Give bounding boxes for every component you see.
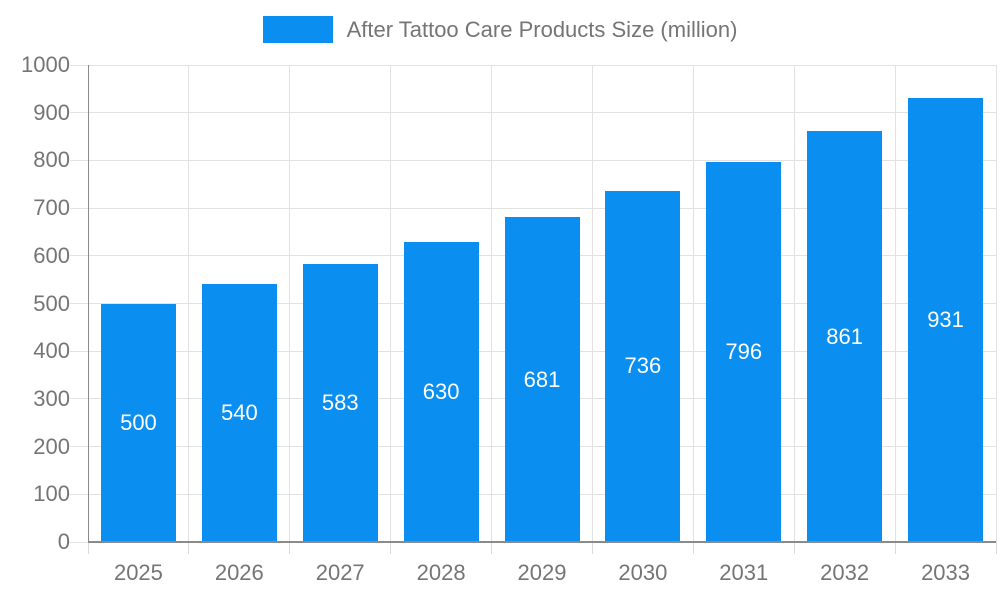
x-axis-line: [88, 541, 996, 543]
bar-value-label: 630: [422, 378, 460, 404]
y-axis-tick: [70, 350, 88, 352]
bar[interactable]: 630: [403, 241, 479, 542]
y-axis-tick: [70, 446, 88, 448]
gridline-vertical: [995, 65, 997, 542]
bar-value-label: 931: [927, 306, 964, 332]
y-axis-label: 200: [33, 433, 70, 459]
bar[interactable]: 736: [605, 190, 681, 542]
bar-value-label: 681: [523, 366, 561, 392]
y-axis-label: 300: [33, 385, 70, 411]
gridline-vertical: [591, 65, 593, 542]
gridline-vertical: [289, 65, 291, 542]
y-axis-tick: [70, 207, 88, 209]
bar-value-label: 540: [220, 400, 258, 426]
legend[interactable]: After Tattoo Care Products Size (million…: [0, 16, 1000, 43]
bar-value-label: 736: [624, 353, 662, 379]
y-axis-label: 1000: [21, 52, 70, 77]
y-axis-line: [88, 65, 89, 542]
x-axis-tick: [793, 542, 795, 554]
x-axis-label: 2027: [315, 560, 365, 585]
bar[interactable]: 500: [100, 303, 176, 542]
gridline-horizontal: [88, 207, 996, 209]
x-axis-label: 2031: [719, 560, 769, 585]
legend-swatch: [262, 16, 333, 43]
y-axis-label: 0: [57, 529, 70, 554]
gridline-horizontal: [88, 64, 996, 66]
y-axis-label: 100: [33, 481, 70, 507]
bar[interactable]: 931: [908, 97, 984, 542]
y-axis-label: 800: [33, 147, 70, 173]
x-axis-label: 2032: [820, 560, 870, 585]
x-axis-tick: [390, 542, 392, 554]
x-axis-label: 2028: [416, 560, 466, 585]
bar[interactable]: 681: [504, 217, 580, 542]
gridline-vertical: [692, 65, 694, 542]
y-axis-tick: [70, 541, 88, 543]
gridline-vertical: [894, 65, 896, 542]
x-axis-tick: [995, 542, 997, 554]
bar-value-label: 861: [826, 323, 864, 349]
y-axis-label: 500: [33, 290, 70, 316]
gridline-horizontal: [88, 112, 996, 114]
bar[interactable]: 796: [706, 162, 782, 542]
x-axis-label: 2030: [618, 560, 668, 585]
gridline-vertical: [390, 65, 392, 542]
gridline-vertical: [491, 65, 493, 542]
bar-value-label: 500: [120, 409, 157, 435]
y-axis-tick: [70, 159, 88, 161]
x-axis-tick: [87, 542, 89, 554]
x-axis-tick: [692, 542, 694, 554]
x-axis-tick: [591, 542, 593, 554]
x-axis-label: 2026: [214, 560, 264, 585]
gridline-vertical: [188, 65, 190, 542]
y-axis-label: 700: [33, 195, 70, 221]
y-axis-tick: [70, 303, 88, 304]
y-axis-tick: [70, 493, 88, 495]
y-axis-label: 400: [33, 338, 70, 364]
bar-value-label: 796: [725, 339, 763, 365]
bar[interactable]: 583: [302, 263, 378, 542]
x-axis-tick: [188, 542, 190, 554]
plot-area: 0 100 200 300 400 500 600 700 800 900 1000 2025 2026…: [21, 52, 997, 585]
x-axis-label: 2033: [921, 560, 971, 585]
legend-label: After Tattoo Care Products Size (million…: [346, 16, 738, 42]
bar-value-label: 583: [321, 389, 359, 415]
y-axis-tick: [70, 112, 88, 114]
gridline-vertical: [793, 65, 795, 542]
y-axis-label: 900: [33, 99, 70, 125]
x-axis-tick: [289, 542, 291, 554]
y-axis-label: 600: [33, 242, 70, 268]
bar[interactable]: 861: [807, 131, 883, 542]
y-axis-tick: [70, 398, 88, 400]
x-axis-label: 2029: [517, 560, 567, 585]
x-axis-tick: [894, 542, 896, 554]
x-axis-label: 2025: [113, 560, 163, 585]
gridline-horizontal: [88, 159, 996, 161]
y-axis-tick: [70, 255, 88, 257]
x-axis-tick: [491, 542, 493, 554]
bar[interactable]: 540: [201, 284, 277, 542]
y-axis-tick: [70, 64, 88, 66]
